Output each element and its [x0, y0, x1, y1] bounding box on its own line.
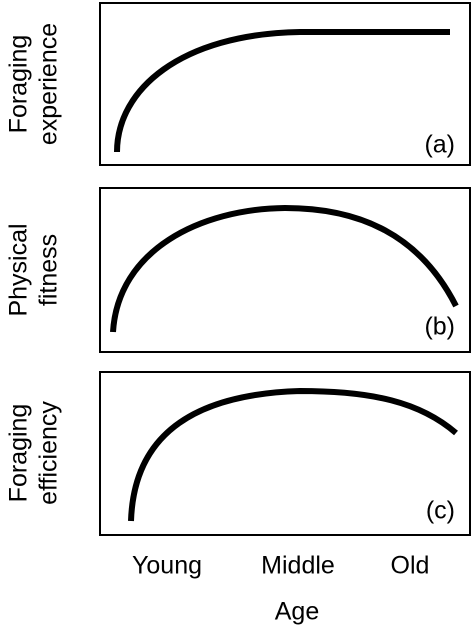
x-label: Middle: [261, 552, 335, 580]
curve: [114, 29, 450, 153]
curve: [110, 204, 459, 333]
x-label: Young: [132, 552, 202, 580]
curve: [128, 387, 458, 522]
panel-frame: [99, 187, 471, 353]
x-title: Age: [275, 598, 319, 626]
y-label: experience: [35, 23, 63, 145]
y-label: Foraging: [5, 404, 33, 503]
y-label: Foraging: [5, 35, 33, 134]
panel-tag: (b): [424, 313, 455, 341]
y-label: efficiency: [35, 401, 63, 505]
panel-frame: [99, 371, 471, 536]
panel-tag: (a): [424, 131, 455, 159]
y-label: fitness: [35, 234, 63, 306]
x-label: Old: [391, 552, 430, 580]
panel-tag: (c): [426, 497, 455, 525]
y-label: Physical: [5, 223, 33, 316]
panel-frame: [99, 2, 471, 166]
